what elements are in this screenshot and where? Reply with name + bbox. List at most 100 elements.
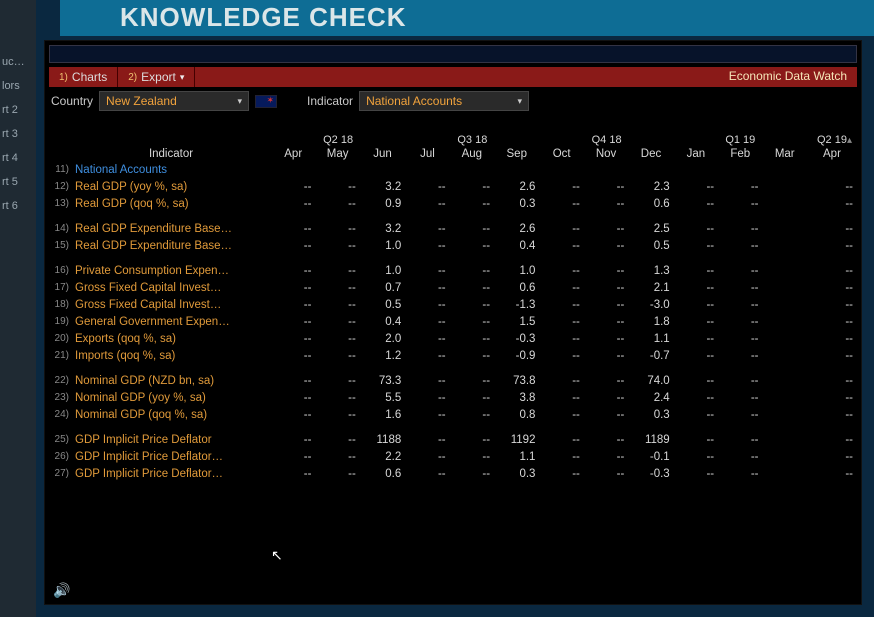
indicator-label[interactable]: Real GDP Expenditure Base…	[71, 237, 271, 254]
sidebar-item[interactable]: rt 4	[0, 146, 36, 170]
data-cell: --	[315, 262, 359, 279]
data-cell: --	[584, 372, 628, 389]
row-number: 15)	[49, 237, 71, 254]
data-cell: --	[807, 347, 857, 364]
data-cell: --	[718, 220, 762, 237]
sidebar-item[interactable]: rt 2	[0, 98, 36, 122]
data-cell: --	[271, 279, 315, 296]
data-cell: --	[807, 220, 857, 237]
sidebar-item[interactable]: uc…	[0, 50, 36, 74]
indicator-label[interactable]: GDP Implicit Price Deflator…	[71, 448, 271, 465]
table-row	[49, 364, 857, 372]
indicator-label[interactable]: General Government Expen…	[71, 313, 271, 330]
data-cell: 3.2	[360, 178, 405, 195]
data-cell	[405, 161, 449, 178]
data-cell: --	[674, 220, 718, 237]
indicator-label[interactable]: Private Consumption Expen…	[71, 262, 271, 279]
indicator-label[interactable]: Nominal GDP (NZD bn, sa)	[71, 372, 271, 389]
data-cell: 1.3	[628, 262, 673, 279]
data-cell: --	[450, 465, 494, 482]
row-number: 11)	[49, 161, 71, 178]
table-row: 16)Private Consumption Expen…----1.0----…	[49, 262, 857, 279]
data-cell: --	[315, 313, 359, 330]
indicator-label[interactable]: Real GDP (yoy %, sa)	[71, 178, 271, 195]
data-cell: --	[450, 330, 494, 347]
indicator-label[interactable]: Nominal GDP (qoq %, sa)	[71, 406, 271, 423]
tab-export[interactable]: 2) Export ▾	[118, 67, 195, 87]
indicator-label[interactable]: Gross Fixed Capital Invest…	[71, 279, 271, 296]
data-cell: --	[271, 372, 315, 389]
scroll-up-icon[interactable]: ▴	[847, 135, 855, 149]
data-cell: --	[450, 406, 494, 423]
month-header: Sep	[494, 147, 539, 161]
sidebar-item[interactable]: rt 3	[0, 122, 36, 146]
data-cell: --	[674, 237, 718, 254]
sidebar-item[interactable]: rt 6	[0, 194, 36, 218]
data-cell: --	[539, 313, 583, 330]
country-dropdown[interactable]: New Zealand ▾	[99, 91, 249, 111]
data-cell: --	[271, 296, 315, 313]
command-line-input[interactable]	[49, 45, 857, 63]
data-cell: --	[584, 406, 628, 423]
sidebar-item[interactable]: rt 5	[0, 170, 36, 194]
data-cell: --	[271, 465, 315, 482]
data-cell	[763, 330, 807, 347]
toolbar-tabs: 1) Charts 2) Export ▾ Economic Data Watc…	[49, 67, 857, 87]
data-cell: --	[807, 389, 857, 406]
data-cell: --	[718, 262, 762, 279]
row-number: 13)	[49, 195, 71, 212]
app-left-sidebar: uc…lorsrt 2rt 3rt 4rt 5rt 6	[0, 0, 36, 617]
data-cell: --	[539, 262, 583, 279]
indicator-label[interactable]: Imports (qoq %, sa)	[71, 347, 271, 364]
table-row: 27)GDP Implicit Price Deflator…----0.6--…	[49, 465, 857, 482]
data-cell: --	[718, 406, 762, 423]
tab-charts[interactable]: 1) Charts	[49, 67, 118, 87]
data-cell: --	[539, 465, 583, 482]
data-cell: --	[315, 237, 359, 254]
sidebar-item[interactable]: lors	[0, 74, 36, 98]
quarter-header: Q1 19	[674, 133, 807, 147]
data-cell: --	[539, 279, 583, 296]
data-cell: 3.2	[360, 220, 405, 237]
data-cell: --	[807, 372, 857, 389]
indicator-label[interactable]: GDP Implicit Price Deflator	[71, 431, 271, 448]
data-cell: --	[315, 279, 359, 296]
data-cell: --	[315, 431, 359, 448]
table-row: 19)General Government Expen…----0.4----1…	[49, 313, 857, 330]
data-cell: 1.2	[360, 347, 405, 364]
data-cell: --	[807, 279, 857, 296]
month-header: Dec	[628, 147, 673, 161]
data-cell: --	[718, 347, 762, 364]
indicator-label[interactable]: Real GDP (qoq %, sa)	[71, 195, 271, 212]
data-cell: --	[718, 296, 762, 313]
month-header: Nov	[584, 147, 628, 161]
indicator-label[interactable]: GDP Implicit Price Deflator…	[71, 465, 271, 482]
data-cell: --	[271, 389, 315, 406]
indicator-label[interactable]: Real GDP Expenditure Base…	[71, 220, 271, 237]
indicator-label[interactable]: Gross Fixed Capital Invest…	[71, 296, 271, 313]
data-cell: --	[450, 178, 494, 195]
data-cell: --	[405, 347, 449, 364]
tab-label: Export	[141, 70, 176, 84]
tab-label: Charts	[72, 70, 107, 84]
data-cell: -0.1	[628, 448, 673, 465]
speaker-icon[interactable]: 🔊	[53, 582, 70, 598]
row-number: 17)	[49, 279, 71, 296]
data-cell: --	[539, 431, 583, 448]
table-header: Q2 18 Q3 18 Q4 18 Q1 19 Q2 19 Indicator …	[49, 133, 857, 161]
data-cell: --	[584, 220, 628, 237]
chevron-down-icon: ▾	[238, 96, 243, 107]
data-cell: --	[584, 465, 628, 482]
data-cell: --	[315, 448, 359, 465]
month-header: Apr	[807, 147, 857, 161]
indicator-label[interactable]: Nominal GDP (yoy %, sa)	[71, 389, 271, 406]
data-cell: --	[807, 330, 857, 347]
indicator-dropdown[interactable]: National Accounts ▾	[359, 91, 529, 111]
section-header[interactable]: National Accounts	[71, 161, 271, 178]
month-header: May	[315, 147, 359, 161]
row-number: 14)	[49, 220, 71, 237]
indicator-label[interactable]: Exports (qoq %, sa)	[71, 330, 271, 347]
data-cell: --	[271, 220, 315, 237]
data-cell: 0.4	[494, 237, 539, 254]
data-cell: --	[405, 279, 449, 296]
